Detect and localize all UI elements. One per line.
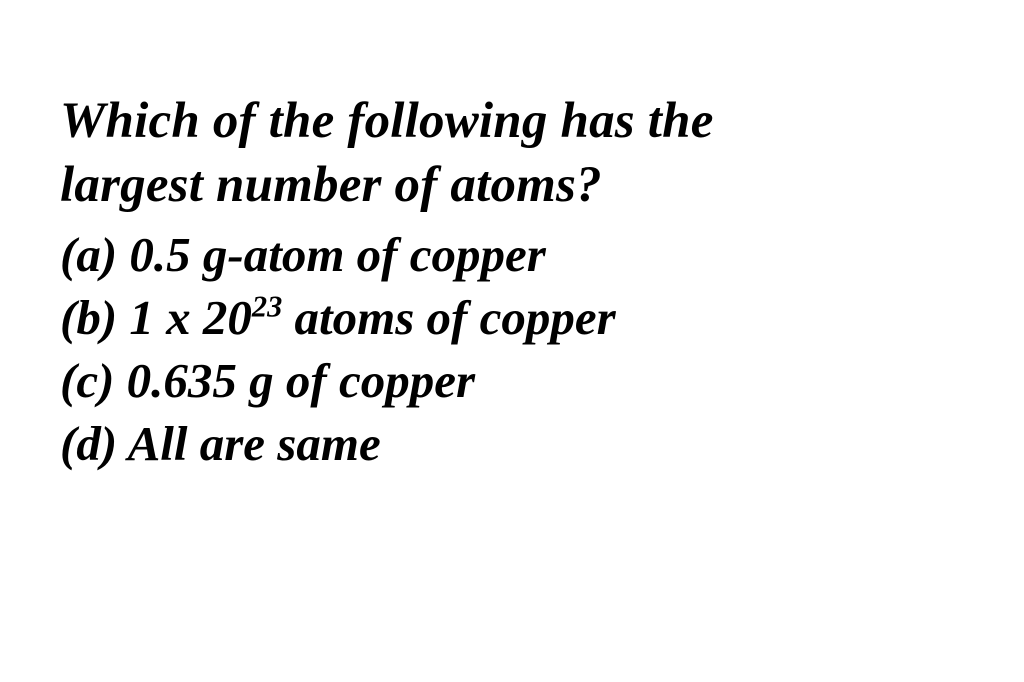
option-b-exponent: 23: [252, 289, 282, 323]
option-c-text: 0.635 g of copper: [114, 353, 475, 408]
option-a-label: (a): [60, 227, 117, 282]
option-d-text: All are same: [117, 416, 381, 471]
option-d: (d) All are same: [60, 413, 984, 474]
question-line-1: Which of the following has the: [60, 93, 714, 149]
options-list: (a) 0.5 g-atom of copper (b) 1 x 2023 at…: [60, 224, 984, 475]
question-line-2: largest number of atoms?: [60, 157, 602, 213]
option-b-label: (b): [60, 290, 117, 345]
option-d-label: (d): [60, 416, 117, 471]
option-a-text: 0.5 g-atom of copper: [117, 227, 546, 282]
option-c-label: (c): [60, 353, 114, 408]
option-a: (a) 0.5 g-atom of copper: [60, 224, 984, 285]
option-b-prefix: 1 x 20: [117, 290, 252, 345]
question-card: Which of the following has the largest n…: [0, 0, 1024, 475]
option-b-suffix: atoms of copper: [282, 290, 615, 345]
option-c: (c) 0.635 g of copper: [60, 350, 984, 411]
option-b: (b) 1 x 2023 atoms of copper: [60, 287, 984, 348]
question-text: Which of the following has the largest n…: [60, 90, 984, 218]
